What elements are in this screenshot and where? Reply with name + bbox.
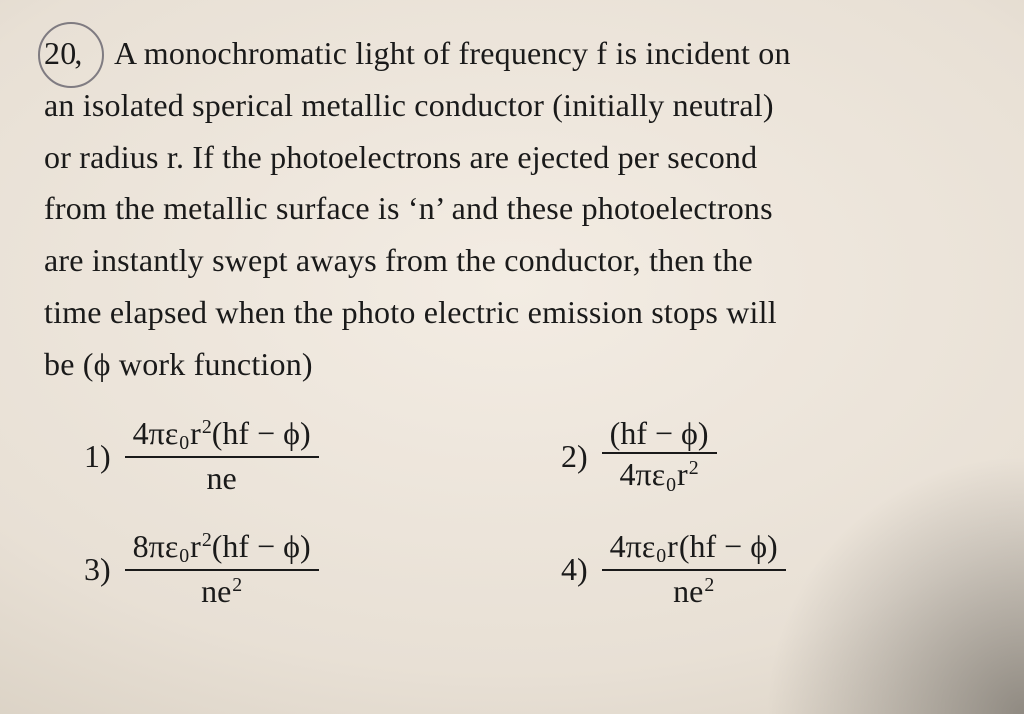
subscript-zero: 0 xyxy=(666,474,676,496)
option-2-denominator: 4πε0r2 xyxy=(612,458,707,495)
pi-symbol: π xyxy=(149,415,165,451)
den-exponent: 2 xyxy=(704,574,714,596)
epsilon-symbol: ε xyxy=(652,456,665,492)
option-3-label: 3) xyxy=(84,551,111,588)
fraction-bar xyxy=(125,569,319,571)
epsilon-symbol: ε xyxy=(165,528,178,564)
fraction-bar xyxy=(602,452,717,454)
option-1-denominator: ne xyxy=(199,462,245,496)
option-3-denominator: ne2 xyxy=(193,575,250,609)
option-3-den-base: ne xyxy=(201,573,231,609)
option-2-numerator: (hf − ϕ) xyxy=(602,417,717,451)
option-4-coef: 4 xyxy=(610,528,626,564)
pi-symbol: π xyxy=(149,528,165,564)
epsilon-symbol: ε xyxy=(642,528,655,564)
option-1-numerator: 4πε0r2(hf − ϕ) xyxy=(125,417,319,454)
question-line-4: from the metallic surface is ‘n’ and the… xyxy=(44,190,773,226)
options-grid: 1) 4πε0r2(hf − ϕ) ne 2) (hf − ϕ) 4πε0r2 xyxy=(44,417,988,609)
option-3-fraction: 8πε0r2(hf − ϕ) ne2 xyxy=(125,530,319,609)
r-exponent: 2 xyxy=(689,457,699,479)
r-exponent: 2 xyxy=(202,416,212,438)
option-1-coef: 4 xyxy=(133,415,149,451)
option-4-denominator: ne2 xyxy=(665,575,722,609)
phi-symbol: ϕ xyxy=(681,415,698,451)
pi-symbol: π xyxy=(636,456,652,492)
subscript-zero: 0 xyxy=(179,545,189,567)
subscript-zero: 0 xyxy=(179,432,189,454)
phi-symbol: ϕ xyxy=(283,415,300,451)
option-1-fraction: 4πε0r2(hf − ϕ) ne xyxy=(125,417,319,496)
option-3-numerator: 8πε0r2(hf − ϕ) xyxy=(125,530,319,567)
phi-symbol: ϕ xyxy=(283,528,300,564)
question-line-1: A monochromatic light of frequency f is … xyxy=(114,35,791,71)
question-number-value: 20 xyxy=(44,35,76,71)
option-3-coef: 8 xyxy=(133,528,149,564)
question-line-5: are instantly swept aways from the condu… xyxy=(44,242,753,278)
question-number-suffix: , xyxy=(74,35,82,71)
subscript-zero: 0 xyxy=(656,545,666,567)
question-text: 20, A monochromatic light of frequency f… xyxy=(44,28,988,391)
fraction-bar xyxy=(602,569,786,571)
option-3: 3) 8πε0r2(hf − ϕ) ne2 xyxy=(84,530,501,609)
page: 20, A monochromatic light of frequency f… xyxy=(0,0,1024,714)
epsilon-symbol: ε xyxy=(165,415,178,451)
option-4-label: 4) xyxy=(561,551,588,588)
fraction-bar xyxy=(125,456,319,458)
question-line-6: time elapsed when the photo electric emi… xyxy=(44,294,777,330)
question-line-2: an isolated sperical metallic conductor … xyxy=(44,87,774,123)
option-2: 2) (hf − ϕ) 4πε0r2 xyxy=(561,417,978,496)
phi-symbol: ϕ xyxy=(750,528,767,564)
option-4-fraction: 4πε0r(hf − ϕ) ne2 xyxy=(602,530,786,609)
option-2-coef: 4 xyxy=(620,456,636,492)
option-2-label: 2) xyxy=(561,438,588,475)
den-exponent: 2 xyxy=(232,574,242,596)
option-1: 1) 4πε0r2(hf − ϕ) ne xyxy=(84,417,501,496)
option-4-den-base: ne xyxy=(673,573,703,609)
option-4-numerator: 4πε0r(hf − ϕ) xyxy=(602,530,786,567)
option-4: 4) 4πε0r(hf − ϕ) ne2 xyxy=(561,530,978,609)
question-number: 20, xyxy=(44,28,114,80)
pi-symbol: π xyxy=(626,528,642,564)
question-line-3: or radius r. If the photoelectrons are e… xyxy=(44,139,757,175)
r-exponent: 2 xyxy=(202,529,212,551)
option-2-fraction: (hf − ϕ) 4πε0r2 xyxy=(602,417,717,496)
question-line-7: be (ϕ work function) xyxy=(44,346,313,382)
option-1-label: 1) xyxy=(84,438,111,475)
